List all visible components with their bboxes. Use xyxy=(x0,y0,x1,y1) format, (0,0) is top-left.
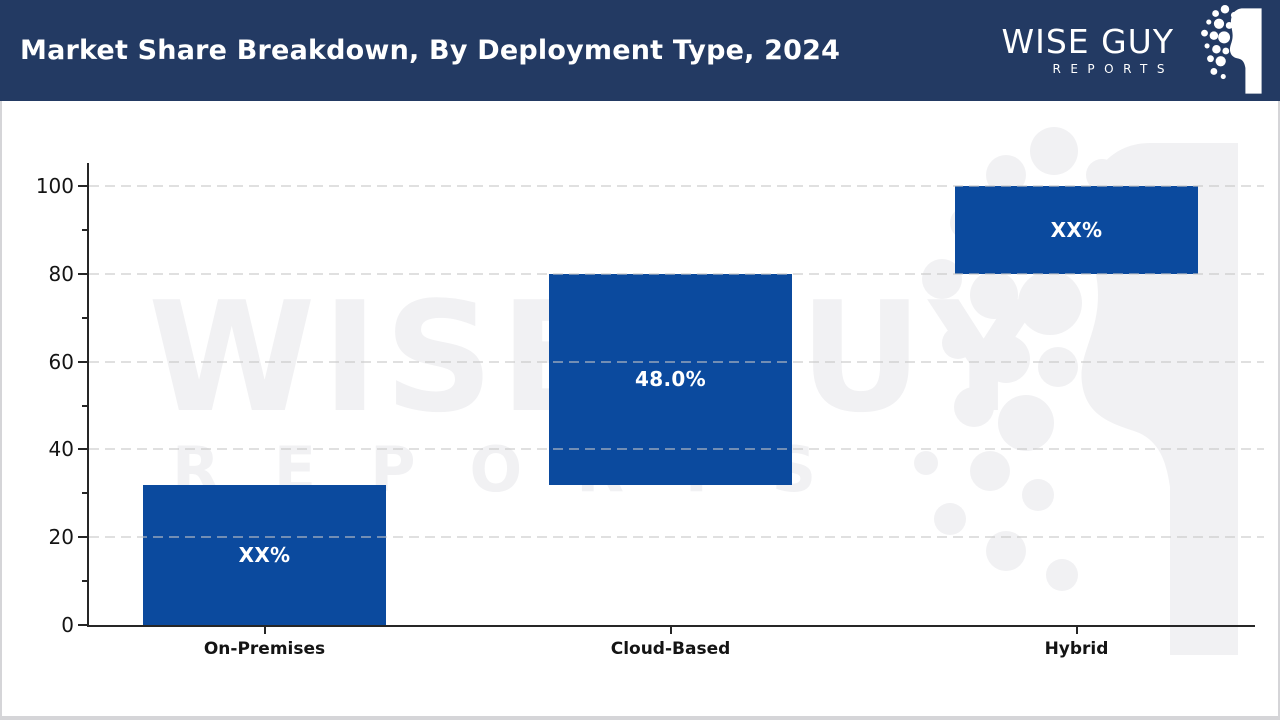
chart-area: WISE GUY REPORTS XX% 48.0% XX% 0 20 40 60 80 100… xyxy=(0,101,1280,720)
page-title: Market Share Breakdown, By Deployment Ty… xyxy=(20,35,841,66)
y-major-tick xyxy=(78,536,87,539)
bar-cloud-based: 48.0% xyxy=(549,273,792,485)
bar-on-premises: XX% xyxy=(143,484,386,625)
y-tick-label: 40 xyxy=(48,437,74,462)
brand-logo: WISE GUY REPORTS xyxy=(1001,4,1262,97)
y-axis-line xyxy=(87,163,89,627)
y-minor-tick xyxy=(82,492,87,495)
y-major-tick xyxy=(78,185,87,187)
y-tick-label: 100 xyxy=(35,174,74,198)
x-tick xyxy=(669,627,672,634)
left-border xyxy=(0,101,2,720)
y-major-tick xyxy=(78,272,87,275)
bottom-border xyxy=(0,716,1280,720)
x-axis-line xyxy=(87,625,1255,627)
y-tick-label: 60 xyxy=(48,349,74,374)
bar-hybrid: XX% xyxy=(955,186,1198,274)
bar-value-label: XX% xyxy=(238,542,291,567)
x-tick xyxy=(1075,627,1078,634)
x-category-label: On-Premises xyxy=(203,639,326,659)
y-minor-tick xyxy=(82,228,87,231)
y-tick-label: 20 xyxy=(48,525,74,550)
x-tick xyxy=(263,627,266,634)
gridline-80 xyxy=(89,272,1264,275)
y-minor-tick xyxy=(82,316,87,319)
x-category-label: Cloud-Based xyxy=(610,639,731,659)
brand-name: WISE GUY xyxy=(1001,22,1174,61)
y-major-tick xyxy=(78,624,87,626)
right-border xyxy=(1278,101,1280,720)
header: Market Share Breakdown, By Deployment Ty… xyxy=(0,0,1280,101)
y-major-tick xyxy=(78,448,87,451)
brand-logo-text: WISE GUY REPORTS xyxy=(1001,22,1174,77)
gridline-40 xyxy=(89,448,1264,451)
plot-region: XX% 48.0% XX% 0 20 40 60 80 100 On-Premises Cloud-… xyxy=(0,101,1280,720)
bar-value-label: 48.0% xyxy=(635,367,706,392)
y-major-tick xyxy=(78,360,87,363)
y-tick-label: 0 xyxy=(61,613,74,637)
face-logo-icon xyxy=(1201,4,1262,94)
y-minor-tick xyxy=(82,580,87,583)
gridline-60 xyxy=(89,360,1264,363)
x-category-label: Hybrid xyxy=(1044,639,1109,659)
gridline-100 xyxy=(89,185,1264,187)
y-tick-label: 80 xyxy=(48,261,74,286)
y-minor-tick xyxy=(82,404,87,407)
gridline-20 xyxy=(89,536,1264,539)
brand-subtitle: REPORTS xyxy=(1052,62,1174,76)
bar-value-label: XX% xyxy=(1050,217,1103,242)
